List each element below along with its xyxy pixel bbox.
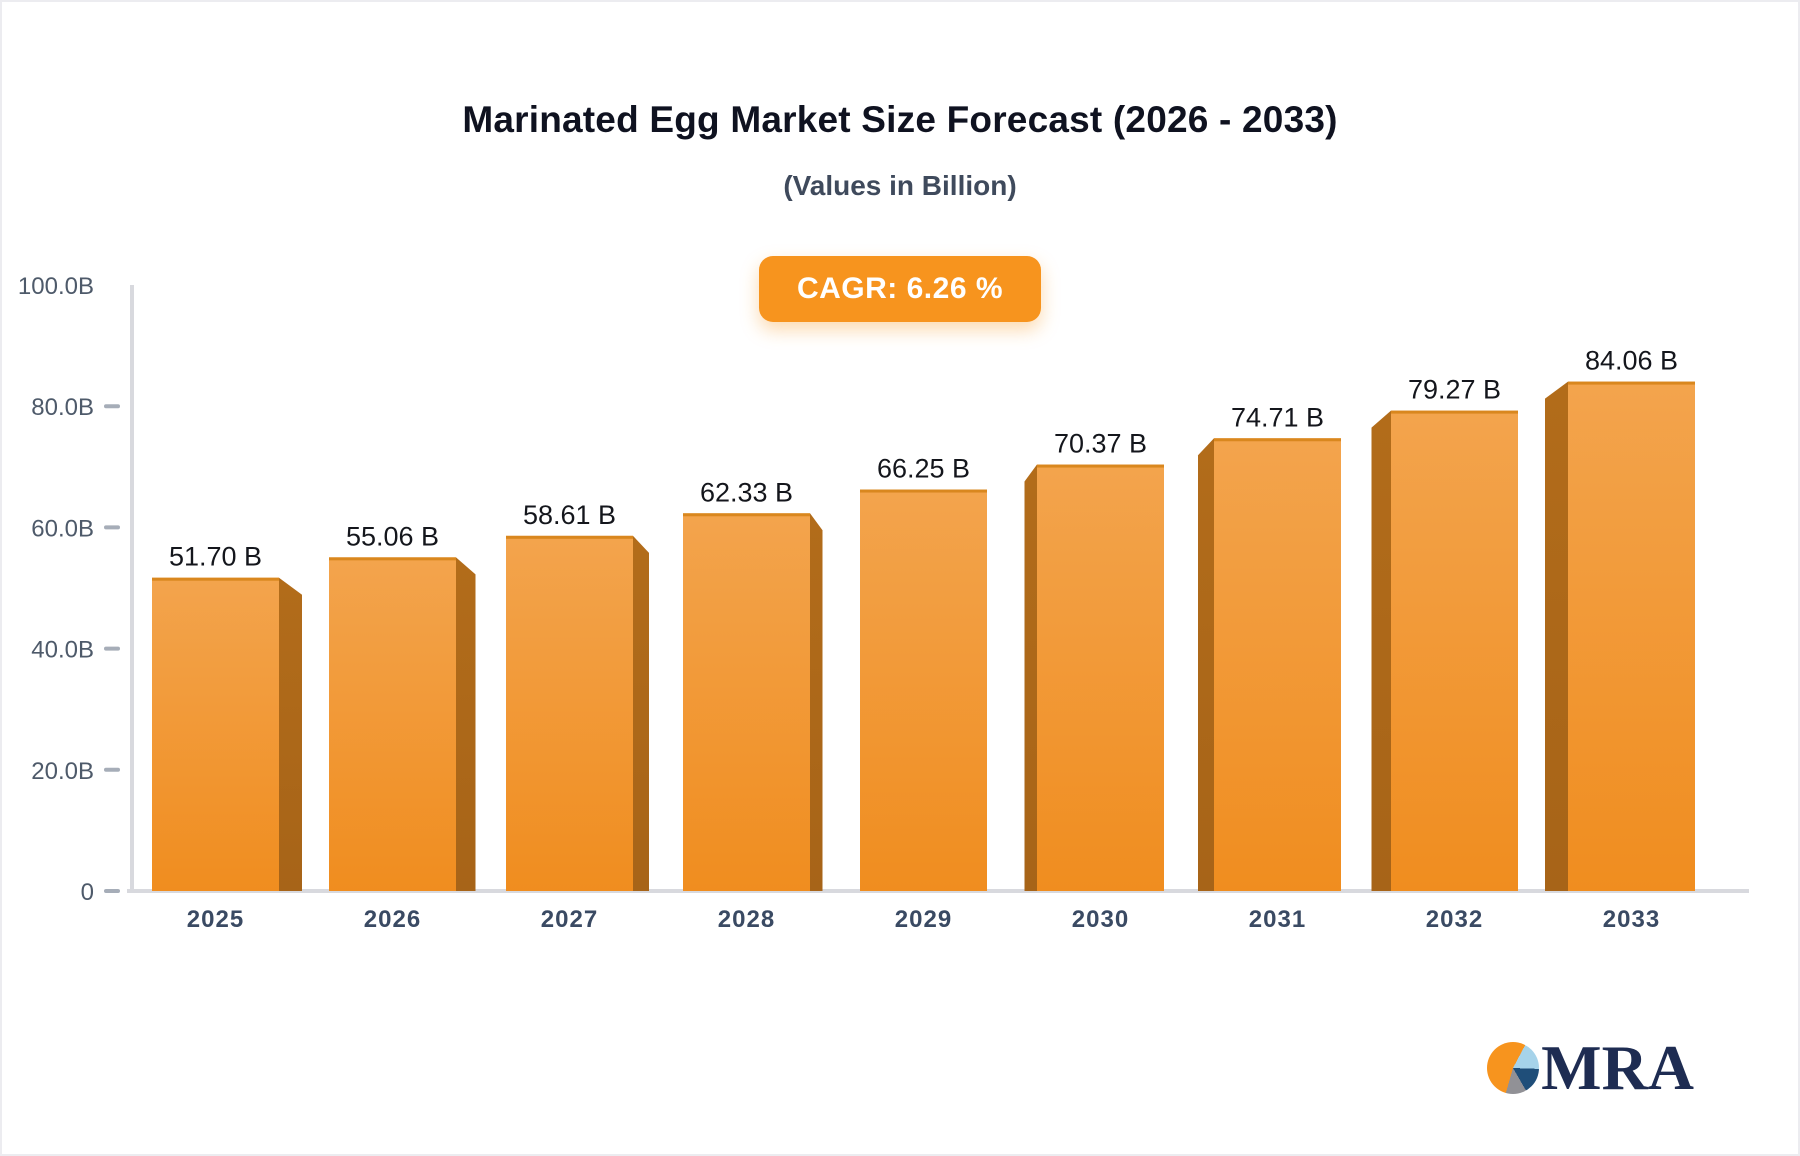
- x-axis-label: 2027: [541, 906, 598, 933]
- brand-logo-text: MRA: [1541, 1032, 1694, 1103]
- x-axis-label: 2029: [895, 906, 952, 933]
- bar-2033: 84.06 B 2033: [1545, 346, 1695, 933]
- bar-face: [329, 557, 456, 891]
- bar-2025: 51.70 B 2025: [152, 542, 302, 933]
- bar-2026: 55.06 B 2026: [329, 521, 476, 933]
- bar-value-label: 55.06 B: [346, 521, 439, 551]
- y-tick-label: 20.0B: [31, 758, 94, 785]
- bar-value-label: 79.27 B: [1408, 375, 1501, 405]
- bar-2028: 62.33 B 2028: [683, 477, 823, 933]
- bar-value-label: 58.61 B: [523, 500, 616, 530]
- y-tick-label: 60.0B: [31, 515, 94, 542]
- bar-side-face: [1198, 438, 1214, 891]
- bar-side-face: [810, 513, 823, 891]
- bar-face: [152, 577, 279, 891]
- y-tick: [104, 525, 120, 530]
- x-axis-label: 2028: [718, 906, 775, 933]
- bar-top-edge: [860, 489, 987, 493]
- bar-2032: 79.27 B 2032: [1371, 375, 1518, 933]
- bar-face: [1391, 410, 1518, 891]
- bar-top-edge: [1037, 464, 1164, 468]
- x-axis-label: 2031: [1249, 906, 1306, 933]
- bar-2031: 74.71 B 2031: [1198, 402, 1341, 933]
- bar-2030: 70.37 B 2030: [1024, 429, 1164, 933]
- y-tick-label: 0: [81, 879, 94, 906]
- bar-2027: 58.61 B 2027: [506, 500, 649, 933]
- bar-face: [1037, 464, 1164, 891]
- bar-top-edge: [506, 535, 633, 539]
- bar-face: [683, 513, 810, 891]
- bar-side-face: [1545, 381, 1568, 891]
- bar-value-label: 84.06 B: [1585, 346, 1678, 376]
- y-tick: [104, 646, 120, 651]
- bar-top-edge: [683, 513, 810, 517]
- bar-top-edge: [329, 557, 456, 561]
- bar-value-label: 51.70 B: [169, 542, 262, 572]
- bar-side-face: [633, 535, 649, 891]
- y-tick-label: 40.0B: [31, 637, 94, 664]
- bar-side-face: [1371, 410, 1391, 891]
- bar-side-face: [279, 577, 302, 891]
- x-axis-label: 2030: [1072, 906, 1129, 933]
- bar-top-edge: [1568, 381, 1695, 385]
- bar-value-label: 66.25 B: [877, 454, 970, 484]
- x-axis-label: 2033: [1603, 906, 1660, 933]
- bar-value-label: 62.33 B: [700, 477, 793, 507]
- y-tick: [104, 889, 120, 893]
- x-axis-label: 2026: [364, 906, 421, 933]
- bar-top-edge: [1391, 410, 1518, 414]
- bar-top-edge: [1214, 438, 1341, 442]
- bar-face: [860, 489, 987, 891]
- y-axis: [130, 285, 134, 893]
- x-axis-label: 2032: [1426, 906, 1483, 933]
- bar-top-edge: [152, 577, 279, 581]
- bar-side-face: [1024, 464, 1037, 891]
- brand-logo: MRA: [1487, 1036, 1694, 1100]
- bar-face: [506, 535, 633, 891]
- bar-value-label: 70.37 B: [1054, 429, 1147, 459]
- bar-2029: 66.25 B 2029: [860, 454, 987, 933]
- y-tick-label: 80.0B: [31, 394, 94, 421]
- y-tick-label: 100.0B: [18, 273, 94, 300]
- bar-face: [1214, 438, 1341, 891]
- y-tick: [104, 404, 120, 409]
- bar-face: [1568, 381, 1695, 891]
- y-tick: [104, 767, 120, 772]
- pie-chart-logo-icon: [1487, 1042, 1540, 1094]
- bar-value-label: 74.71 B: [1231, 402, 1324, 432]
- bar-side-face: [456, 557, 476, 891]
- x-axis-label: 2025: [187, 906, 244, 933]
